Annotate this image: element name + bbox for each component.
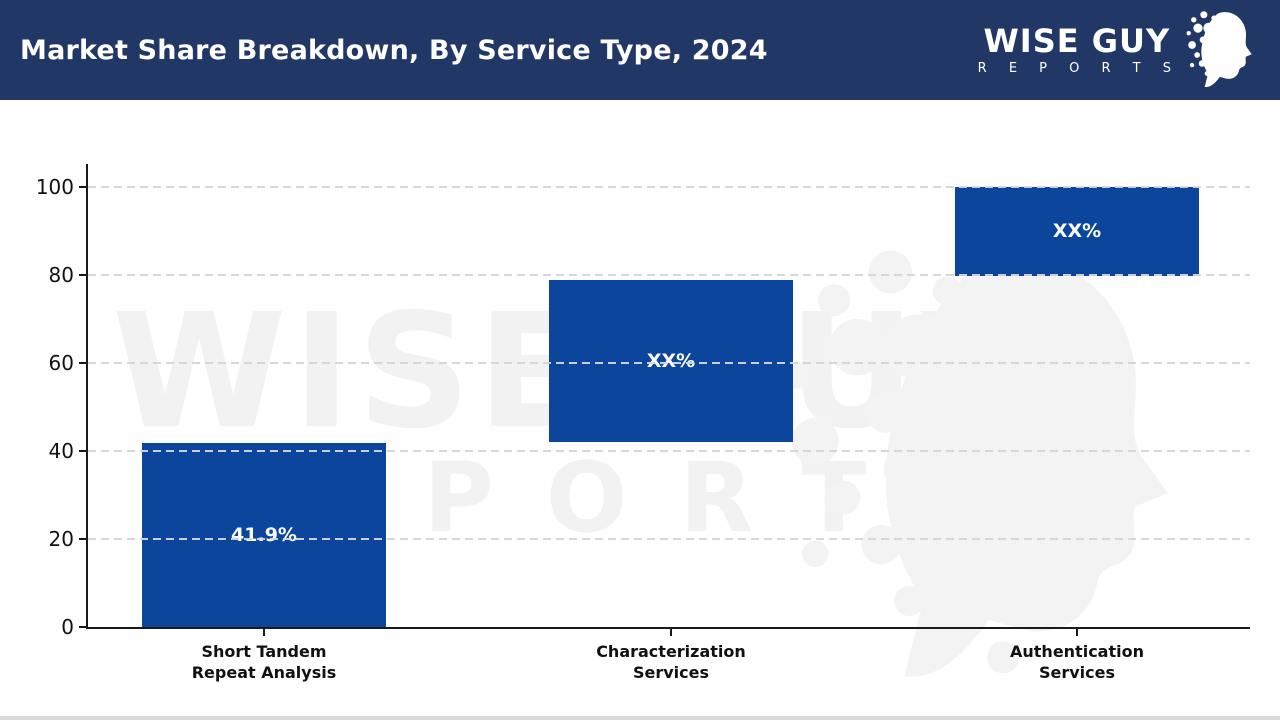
bar-segment: XX% [955,187,1199,276]
x-axis-spine [86,627,1250,629]
y-tick-label: 80 [48,263,74,287]
gridline [88,538,1250,540]
gridline [88,362,1250,364]
x-tick-mark [263,629,265,636]
y-tick-mark [79,186,86,188]
y-tick-mark [79,362,86,364]
bar-value-label: 41.9% [231,523,297,546]
y-tick-mark [79,538,86,540]
footer-strip [0,716,1280,720]
gridline [88,450,1250,452]
y-tick-label: 20 [48,527,74,551]
y-tick-label: 100 [35,175,74,199]
y-tick-mark [79,626,86,628]
x-tick-mark [670,629,672,636]
bar-value-label: XX% [1052,220,1102,243]
x-category-label: Characterization Services [596,642,746,682]
x-category-label: Short Tandem Repeat Analysis [191,642,337,682]
bar-value-label: XX% [646,350,696,372]
watermark-face-dots [783,250,1168,677]
logo-face-icon [1186,11,1252,88]
wise-guy-logo: WISE GUY R E P O R T S [974,4,1266,96]
plot-area: WISE GUY REPORTS 41.9%XX%XX%020406080100… [0,100,1280,716]
y-axis-spine [86,164,88,629]
y-tick-label: 40 [48,439,74,463]
logo-reports-text: R E P O R T S [977,61,1180,76]
y-tick-label: 0 [61,615,74,639]
header-bar: Market Share Breakdown, By Service Type,… [0,0,1280,100]
x-tick-mark [1076,629,1078,636]
gridline [88,186,1250,188]
x-category-label: Authentication Services [1010,642,1144,682]
bar-segment: XX% [549,279,793,443]
bar-segment: 41.9% [142,442,386,627]
gridline [88,274,1250,276]
y-tick-mark [79,450,86,452]
chart-title: Market Share Breakdown, By Service Type,… [20,34,768,66]
y-tick-mark [79,274,86,276]
y-tick-label: 60 [48,351,74,375]
logo-wordmark: WISE GUY R E P O R T S [974,25,1180,75]
logo-wiseguy-text: WISE GUY [983,22,1171,60]
